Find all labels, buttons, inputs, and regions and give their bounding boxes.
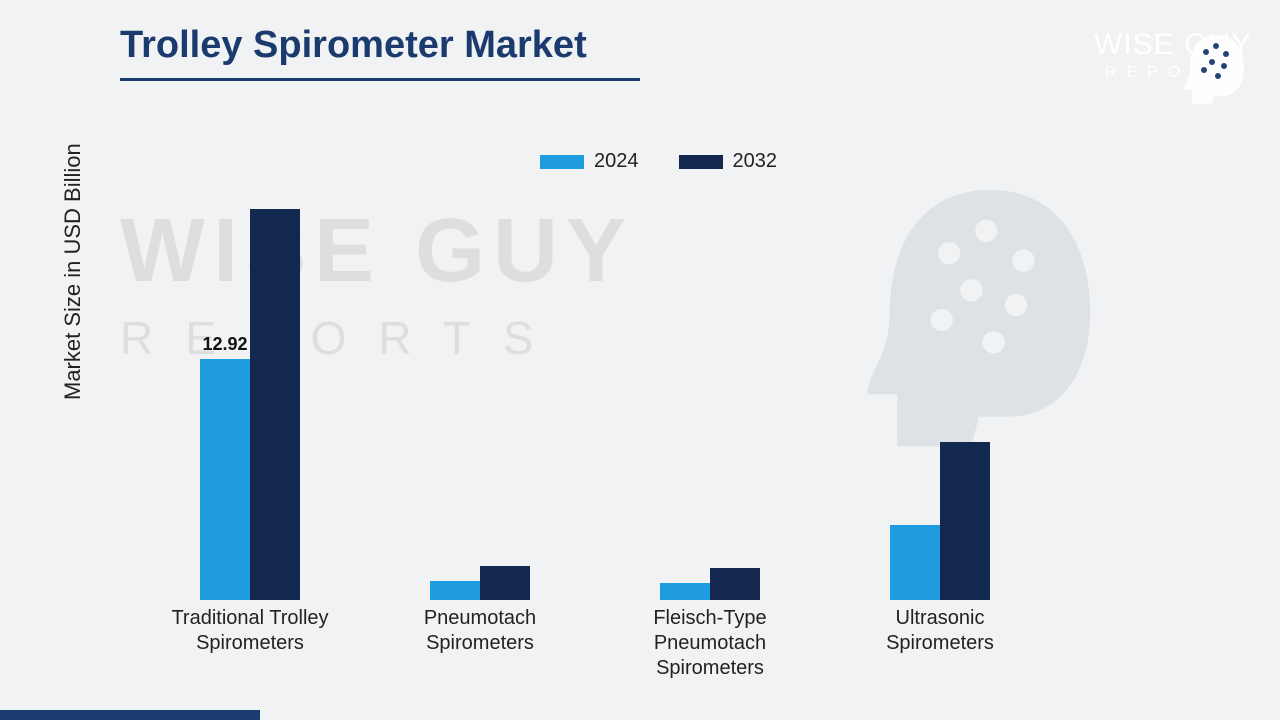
legend-item-2024: 2024 (540, 150, 639, 173)
category-label: Traditional Trolley Spirometers (160, 600, 340, 656)
category-label: Ultrasonic Spirometers (850, 600, 1030, 656)
bar-2024 (890, 525, 940, 600)
legend-swatch-2024 (540, 155, 584, 169)
plot-area: 12.92Traditional Trolley SpirometersPneu… (120, 190, 1040, 600)
legend-swatch-2032 (679, 155, 723, 169)
bar-2024 (660, 583, 710, 600)
bar-2032 (940, 442, 990, 600)
legend-label-2032: 2032 (733, 150, 778, 173)
legend: 2024 2032 (540, 150, 777, 173)
chart-title: Trolley Spirometer Market (120, 24, 587, 67)
chart-canvas: WISE GUY REPORTS Trolley Spirometer Mark… (0, 0, 1280, 720)
legend-label-2024: 2024 (594, 150, 639, 173)
bar-2032 (480, 566, 530, 600)
category-label: Pneumotach Spirometers (390, 600, 570, 656)
bar-2032 (250, 209, 300, 600)
bar-2032 (710, 568, 760, 600)
bar-2024: 12.92 (200, 359, 250, 600)
bottom-accent-bar (0, 710, 260, 720)
title-underline (120, 78, 640, 81)
legend-item-2032: 2032 (679, 150, 778, 173)
bar-2024 (430, 581, 480, 600)
y-axis-label: Market Size in USD Billion (60, 143, 86, 400)
category-label: Fleisch-Type Pneumotach Spirometers (620, 600, 800, 681)
bar-value-label: 12.92 (200, 334, 250, 359)
brand-head-icon (1182, 30, 1252, 110)
